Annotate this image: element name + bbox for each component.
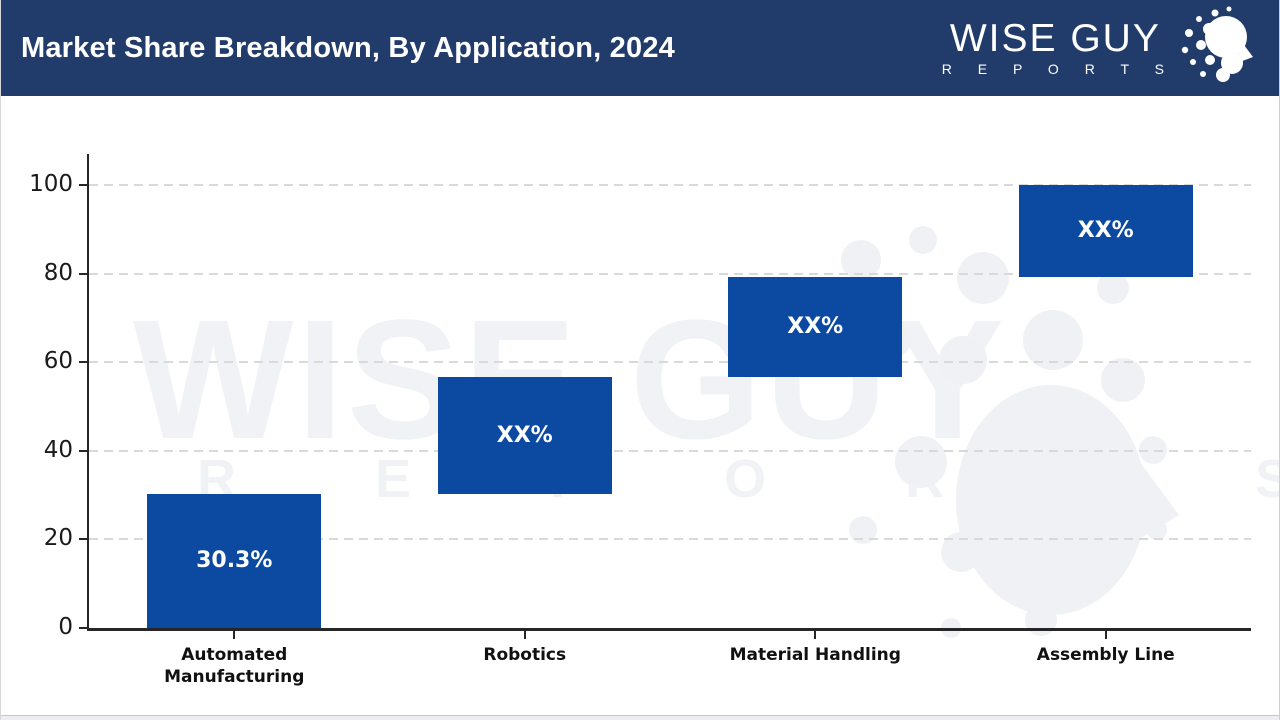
gridline <box>89 449 1251 452</box>
bar-value-label: XX% <box>787 314 844 340</box>
brand-text: WISE GUY R E P O R T S <box>936 19 1175 77</box>
gridline <box>89 538 1251 541</box>
y-tick-mark <box>79 361 87 364</box>
bar: 30.3% <box>147 493 322 628</box>
gridline <box>89 361 1251 364</box>
x-category-label: Automated Manufacturing <box>164 645 305 688</box>
x-tick-mark <box>814 631 817 639</box>
page-title: Market Share Breakdown, By Application, … <box>21 31 675 64</box>
gridline <box>89 184 1251 186</box>
watermark-head-graphic <box>821 226 1179 638</box>
chart-area: WISE GUY R E P O R T S 0 20 40 60 80 100 30.3%… <box>1 96 1279 720</box>
y-tick-mark <box>79 538 87 541</box>
bar: XX% <box>437 376 612 494</box>
brand-name: WISE GUY <box>949 17 1161 60</box>
bar-value-label: XX% <box>1077 218 1134 244</box>
y-tick-mark <box>79 272 87 275</box>
brand-sub: R E P O R T S <box>941 61 1175 77</box>
bar-value-label: XX% <box>496 422 553 448</box>
x-category-label: Assembly Line <box>1036 645 1175 665</box>
bar: XX% <box>1018 185 1193 277</box>
y-axis-line <box>87 154 89 631</box>
plot-area: 0 20 40 60 80 100 30.3% Automated Manufacturing… <box>29 150 1251 687</box>
y-tick-label: 60 <box>43 348 73 375</box>
y-tick-mark <box>79 184 87 186</box>
bar-value-label: 30.3% <box>196 548 273 574</box>
brand-logo: WISE GUY R E P O R T S <box>936 5 1255 91</box>
y-tick-label: 80 <box>43 259 73 286</box>
wiseguy-head-icon <box>1181 6 1253 82</box>
bar: XX% <box>728 276 903 377</box>
bottom-border <box>1 715 1279 720</box>
gridline <box>89 272 1251 275</box>
header: Market Share Breakdown, By Application, … <box>1 0 1279 96</box>
y-tick-mark <box>79 627 87 629</box>
y-tick-mark <box>79 449 87 452</box>
y-tick-label: 100 <box>29 171 73 197</box>
x-axis-line <box>87 628 1251 631</box>
x-tick-mark <box>233 631 236 639</box>
x-tick-mark <box>1104 631 1107 639</box>
x-category-label: Robotics <box>483 645 567 665</box>
x-category-label: Material Handling <box>729 645 901 665</box>
y-tick-label: 40 <box>43 436 73 463</box>
x-tick-mark <box>523 631 526 639</box>
y-tick-label: 20 <box>43 525 73 552</box>
y-tick-label: 0 <box>58 614 73 640</box>
